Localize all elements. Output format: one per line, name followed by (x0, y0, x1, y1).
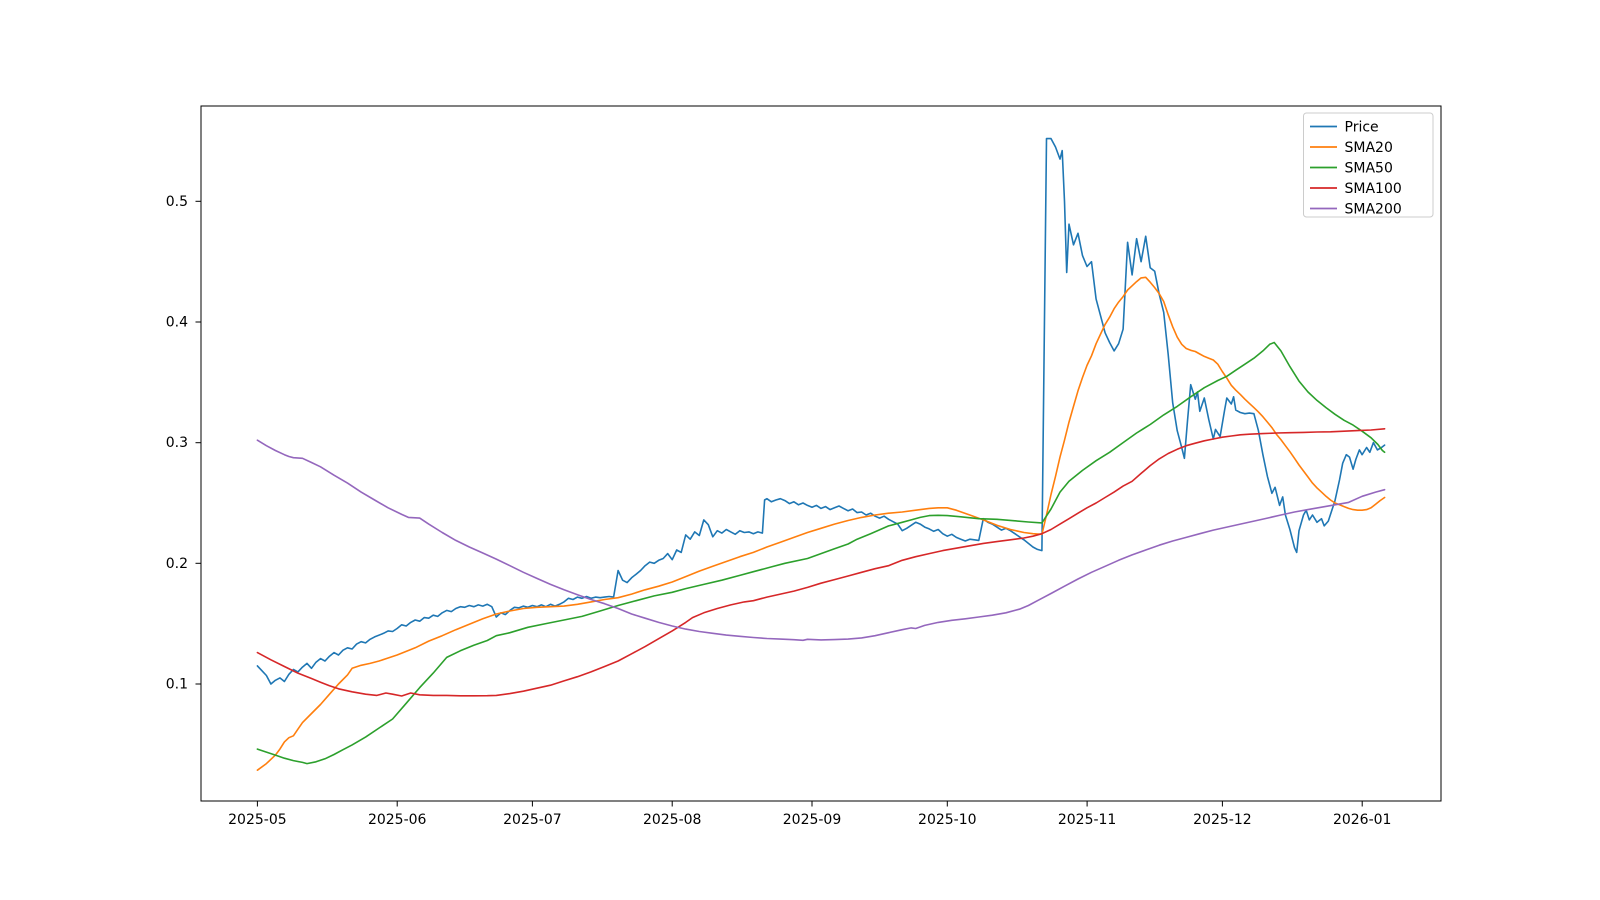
y-tick: 0.2 (166, 556, 201, 572)
x-tick: 2025-12 (1193, 801, 1252, 828)
y-tick-label: 0.3 (166, 435, 188, 451)
plot-area (200, 105, 1442, 802)
y-tick-label: 0.1 (166, 677, 188, 693)
x-tick: 2025-08 (643, 801, 702, 828)
x-tick: 2025-11 (1058, 801, 1117, 828)
y-tick-label: 0.4 (166, 315, 188, 331)
x-tick-label: 2025-06 (368, 812, 427, 828)
y-tick: 0.4 (166, 315, 201, 331)
x-tick-label: 2026-01 (1333, 812, 1392, 828)
x-tick-label: 2025-09 (783, 812, 842, 828)
x-tick: 2025-06 (368, 801, 427, 828)
x-tick: 2025-10 (918, 801, 977, 828)
x-tick: 2025-05 (228, 801, 287, 828)
x-tick-label: 2025-11 (1058, 812, 1117, 828)
y-tick-label: 0.2 (166, 556, 188, 572)
legend-label: SMA200 (1345, 202, 1402, 218)
legend-item: SMA100 (1310, 181, 1402, 197)
x-tick-label: 2025-10 (918, 812, 977, 828)
x-axis: 2025-05 2025-06 2025-07 2025-08 2025-09 … (228, 801, 1391, 828)
series-line-sma20 (256, 276, 1386, 772)
x-tick-label: 2025-05 (228, 812, 287, 828)
x-tick: 2026-01 (1333, 801, 1392, 828)
legend-label: Price (1345, 120, 1379, 136)
legend-item: Price (1310, 120, 1379, 136)
y-tick: 0.5 (166, 194, 201, 210)
y-tick-label: 0.5 (166, 194, 188, 210)
series-line-sma100 (256, 427, 1386, 697)
series-line-sma200 (256, 439, 1386, 642)
legend-item: SMA200 (1310, 202, 1402, 218)
legend-label: SMA20 (1345, 140, 1393, 156)
x-tick-label: 2025-08 (643, 812, 702, 828)
legend: Price SMA20 SMA50 SMA100 SMA200 (1303, 112, 1434, 218)
x-tick-label: 2025-12 (1193, 812, 1252, 828)
series-lines (256, 137, 1386, 772)
x-tick: 2025-09 (783, 801, 842, 828)
y-tick: 0.3 (166, 435, 201, 451)
legend-frame (1303, 112, 1434, 218)
series-line-sma50 (256, 341, 1386, 765)
series-line-price (256, 137, 1386, 685)
legend-item: SMA50 (1310, 161, 1393, 177)
legend-label: SMA100 (1345, 181, 1402, 197)
legend-item: SMA20 (1310, 140, 1393, 156)
y-tick: 0.1 (166, 677, 201, 693)
x-tick-label: 2025-07 (503, 812, 562, 828)
x-tick: 2025-07 (503, 801, 562, 828)
legend-label: SMA50 (1345, 161, 1393, 177)
y-axis: 0.1 0.2 0.3 0.4 0.5 (166, 194, 201, 693)
